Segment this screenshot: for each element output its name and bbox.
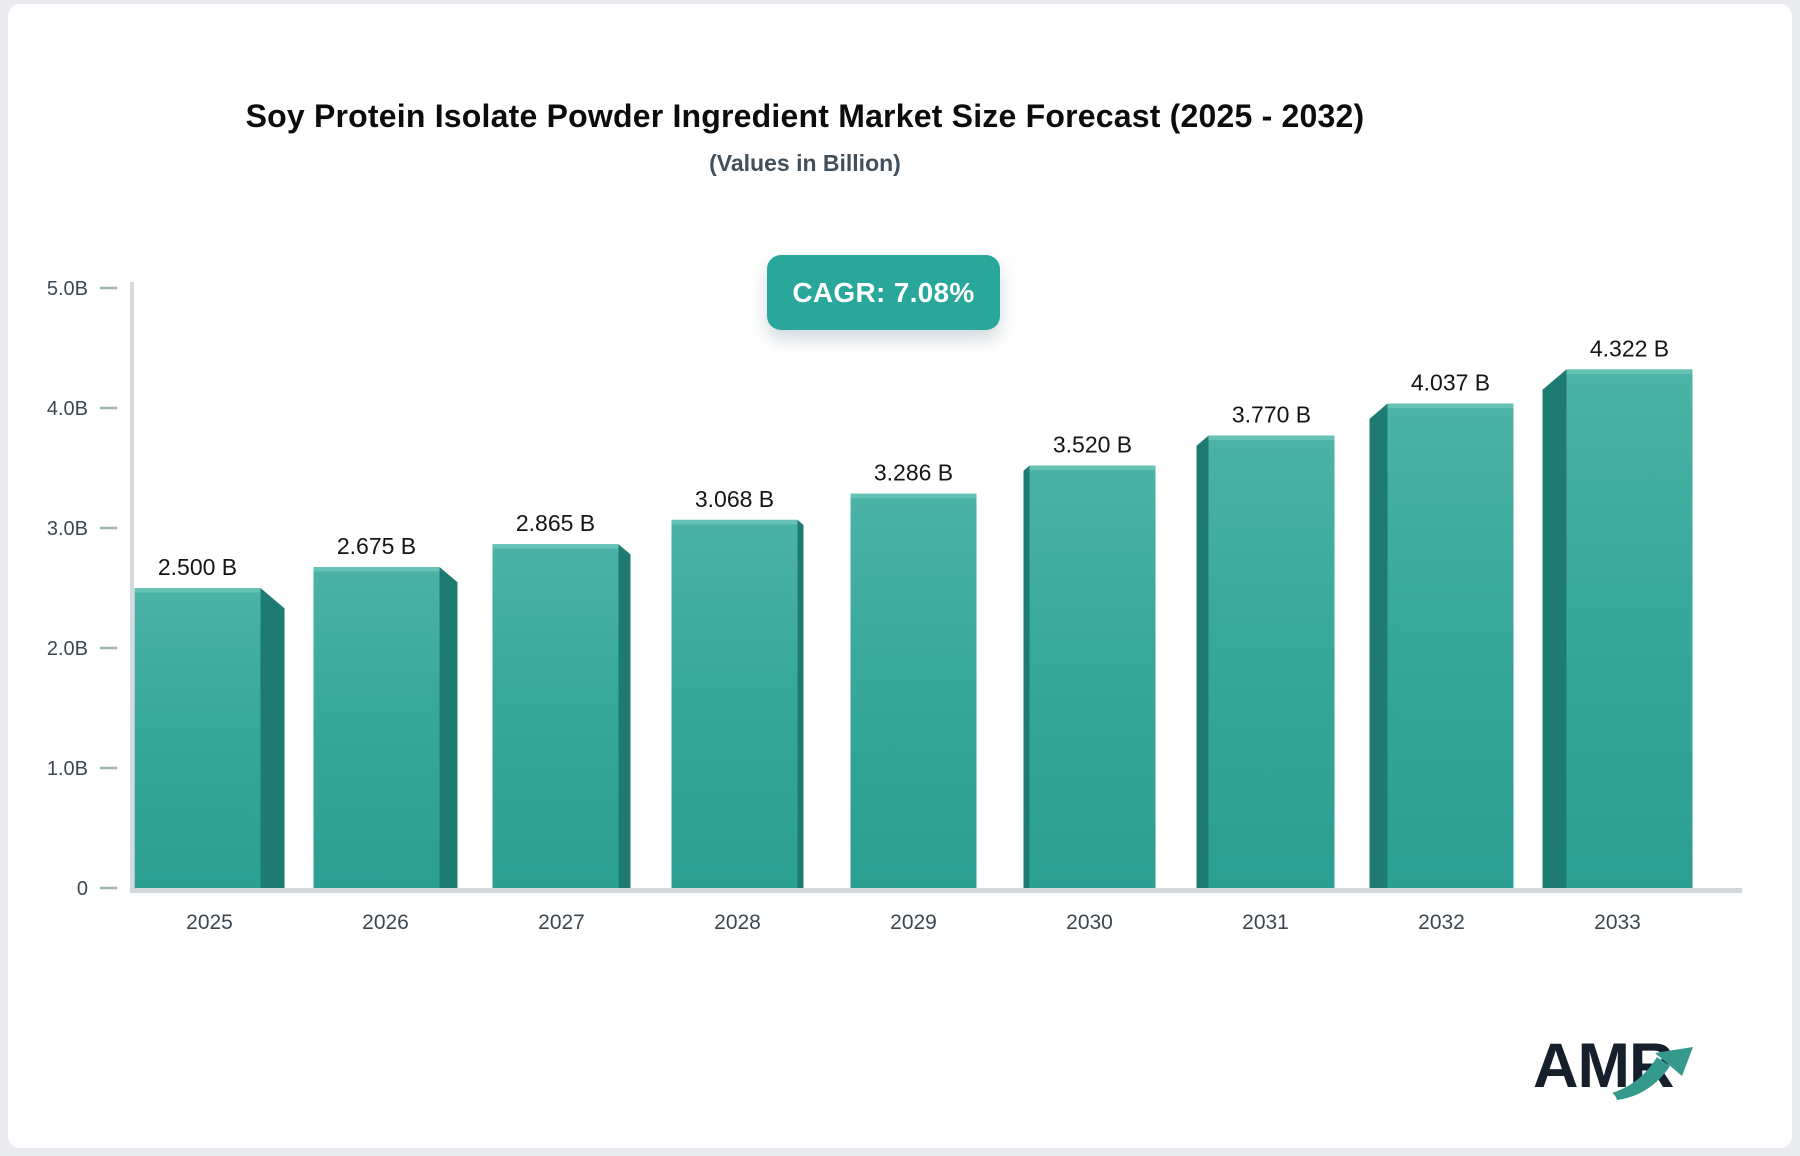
x-axis-label: 2027 [538, 911, 585, 934]
bar-value-label: 3.286 B [874, 460, 953, 486]
bar-value-label: 3.770 B [1232, 402, 1311, 428]
chart-title: Soy Protein Isolate Powder Ingredient Ma… [245, 98, 1365, 134]
bar [1387, 403, 1514, 888]
bar-value-label: 2.865 B [516, 510, 595, 536]
bar-side-face [618, 544, 631, 888]
y-axis-line [130, 282, 134, 891]
y-axis-label: 2.0B [47, 638, 88, 660]
bar-top-bevel [1566, 369, 1693, 374]
bar-value-label: 3.068 B [695, 486, 774, 512]
bar-top-bevel [134, 588, 261, 593]
chart-bars: 2.500 B 2025 2.675 B 2026 2.865 B 2027 3.068 B… [134, 335, 1693, 934]
growth-arrow-icon [1612, 1057, 1670, 1100]
bar [1566, 369, 1693, 888]
bar-side-face [1369, 403, 1388, 888]
bar-side-face [1023, 465, 1030, 888]
x-axis-label: 2032 [1418, 911, 1465, 934]
bar [492, 544, 619, 888]
bar [850, 493, 977, 888]
bar-top-bevel [1029, 465, 1156, 471]
bar-value-label: 4.322 B [1590, 335, 1669, 361]
bar-value-label: 4.037 B [1411, 370, 1490, 396]
bar [313, 567, 440, 888]
bar-side-face [797, 519, 804, 888]
cagr-badge: CAGR: 7.08% [767, 255, 1000, 330]
bar-value-label: 2.500 B [158, 554, 237, 580]
bar [671, 519, 798, 888]
y-axis-label: 3.0B [47, 518, 88, 540]
bar-value-label: 2.675 B [337, 533, 416, 559]
bar-top-bevel [1208, 435, 1335, 441]
y-axis-label: 0 [77, 878, 88, 900]
chart-axes: 0 1.0B 2.0B 3.0B 4.0B 5.0B [47, 278, 1742, 900]
y-axis-label: 4.0B [47, 398, 88, 420]
x-axis-label: 2033 [1594, 911, 1641, 934]
bar-top-bevel [671, 519, 798, 525]
bar [1208, 435, 1335, 888]
growth-arrow-head-icon [1655, 1047, 1693, 1076]
x-axis-line [130, 888, 1742, 893]
cagr-badge-label: CAGR: 7.08% [792, 276, 975, 308]
bar-side-face [260, 588, 285, 888]
bar-top-bevel [1387, 403, 1514, 409]
x-axis-label: 2030 [1066, 911, 1113, 934]
y-axis-label: 5.0B [47, 278, 88, 300]
bar-side-face [1542, 369, 1567, 888]
x-axis-label: 2031 [1242, 911, 1289, 934]
x-axis-label: 2029 [890, 911, 937, 934]
bar [1029, 465, 1156, 888]
bar-side-face [1196, 435, 1209, 888]
chart-subtitle: (Values in Billion) [709, 150, 901, 176]
bar-value-label: 3.520 B [1053, 432, 1132, 458]
y-axis-label: 1.0B [47, 758, 88, 780]
x-axis-label: 2025 [186, 911, 233, 934]
x-axis-label: 2026 [362, 911, 409, 934]
amr-logo: AMR [1533, 1031, 1693, 1101]
bar [134, 588, 261, 888]
bar-top-bevel [313, 567, 440, 572]
x-axis-label: 2028 [714, 911, 761, 934]
bar-side-face [439, 567, 458, 888]
bar-top-bevel [850, 493, 977, 499]
bar-top-bevel [492, 544, 619, 549]
